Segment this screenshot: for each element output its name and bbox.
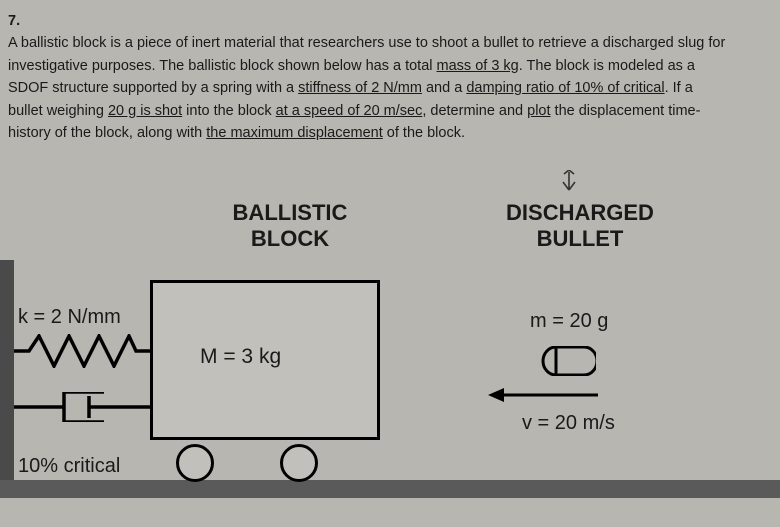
diagram-area: BALLISTIC BLOCK DISCHARGED BULLET k = 2 … (0, 170, 780, 527)
damper-icon (14, 392, 150, 422)
text-underline: the maximum displacement (206, 125, 383, 141)
text-underline: damping ratio of 10% of critical (466, 80, 664, 96)
problem-statement: 7. A ballistic block is a piece of inert… (0, 0, 780, 145)
heading-line: DISCHARGED (506, 200, 654, 225)
discharged-bullet-heading: DISCHARGED BULLET (480, 200, 680, 253)
text-part: of the block. (383, 125, 465, 141)
bullet-icon (540, 346, 596, 376)
page: 7. A ballistic block is a piece of inert… (0, 0, 780, 527)
text-underline: mass of 3 kg (437, 58, 519, 74)
heading-line: BALLISTIC (233, 200, 348, 225)
heading-line: BULLET (537, 226, 624, 251)
text-underline: 20 g is shot (108, 103, 182, 119)
annotation-arrow-icon (558, 170, 580, 202)
problem-body: A ballistic block is a piece of inert ma… (8, 32, 728, 144)
block-mass-label: M = 3 kg (200, 345, 281, 369)
heading-line: BLOCK (251, 226, 329, 251)
text-underline: stiffness of 2 N/mm (298, 80, 422, 96)
damping-ratio-label: 10% critical (18, 455, 120, 478)
spring-stiffness-label: k = 2 N/mm (18, 306, 121, 329)
wall-shape (0, 260, 14, 490)
text-part: into the block (182, 103, 276, 119)
ground-shape (0, 480, 780, 498)
text-underline: at a speed of 20 m/sec (276, 103, 423, 119)
bullet-velocity-label: v = 20 m/s (522, 412, 615, 435)
wheel-icon (176, 444, 214, 482)
text-part: , determine and (422, 103, 527, 119)
wheel-icon (280, 444, 318, 482)
spring-icon (14, 334, 150, 368)
problem-number: 7. (8, 10, 30, 32)
ballistic-block-heading: BALLISTIC BLOCK (200, 200, 380, 253)
text-part: and a (422, 80, 466, 96)
velocity-arrow-icon (488, 388, 598, 402)
text-underline: plot (527, 103, 550, 119)
bullet-mass-label: m = 20 g (530, 310, 608, 333)
